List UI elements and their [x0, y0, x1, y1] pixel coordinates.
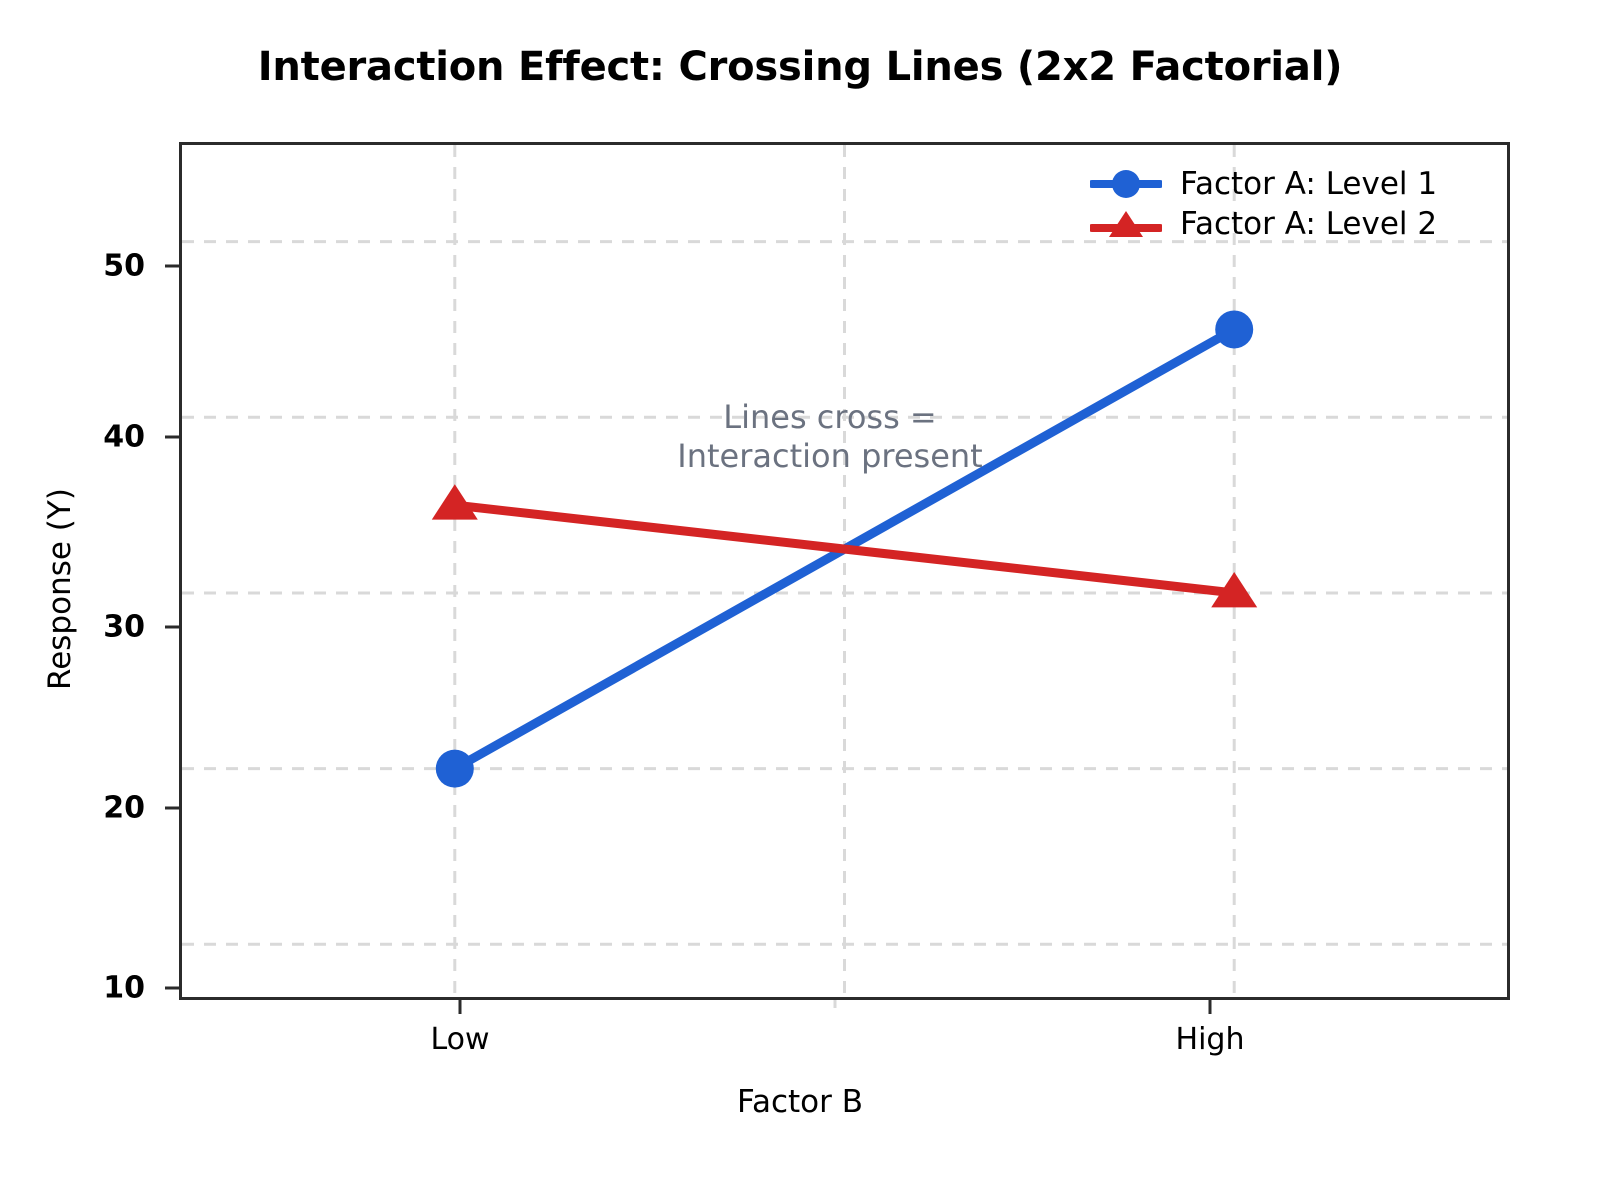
y-tick-label-40: 40 — [103, 419, 145, 455]
legend-marker-triangle-icon — [1088, 204, 1164, 244]
y-tick-label-30: 30 — [103, 609, 145, 645]
plot-area — [179, 142, 1510, 1000]
legend-label-level-2: Factor A: Level 2 — [1180, 206, 1438, 242]
data-point-s1-low — [435, 749, 474, 788]
legend-marker-circle-icon — [1088, 164, 1164, 204]
chart-annotation: Lines cross = Interaction present — [677, 398, 983, 476]
x-tick-label-high: High — [1175, 1022, 1245, 1057]
x-axis-title: Factor B — [736, 1084, 863, 1120]
plot-canvas — [182, 145, 1507, 997]
y-tick-label-20: 20 — [103, 790, 145, 826]
data-point-s2-low — [431, 484, 478, 520]
y-tick-label-10: 10 — [103, 970, 145, 1006]
y-tick-label-50: 50 — [103, 248, 145, 284]
chart-title: Interaction Effect: Crossing Lines (2x2 … — [257, 44, 1343, 90]
y-axis-title: Response (Y) — [42, 488, 78, 690]
data-point-s2-high — [1211, 572, 1258, 608]
chart-legend: Factor A: Level 1 Factor A: Level 2 — [1088, 160, 1486, 248]
legend-entry-level-1[interactable]: Factor A: Level 1 — [1088, 164, 1486, 204]
series-factor-a-level-2 — [431, 484, 1258, 608]
data-point-s1-high — [1215, 310, 1254, 349]
series-line-2 — [450, 500, 1239, 598]
legend-label-level-1: Factor A: Level 1 — [1180, 166, 1438, 202]
gridlines-vertical — [453, 145, 1236, 997]
x-tick-label-low: Low — [430, 1022, 490, 1057]
x-tick-marks — [458, 1000, 1212, 1014]
y-tick-marks — [165, 264, 179, 990]
legend-entry-level-2[interactable]: Factor A: Level 2 — [1088, 204, 1486, 244]
